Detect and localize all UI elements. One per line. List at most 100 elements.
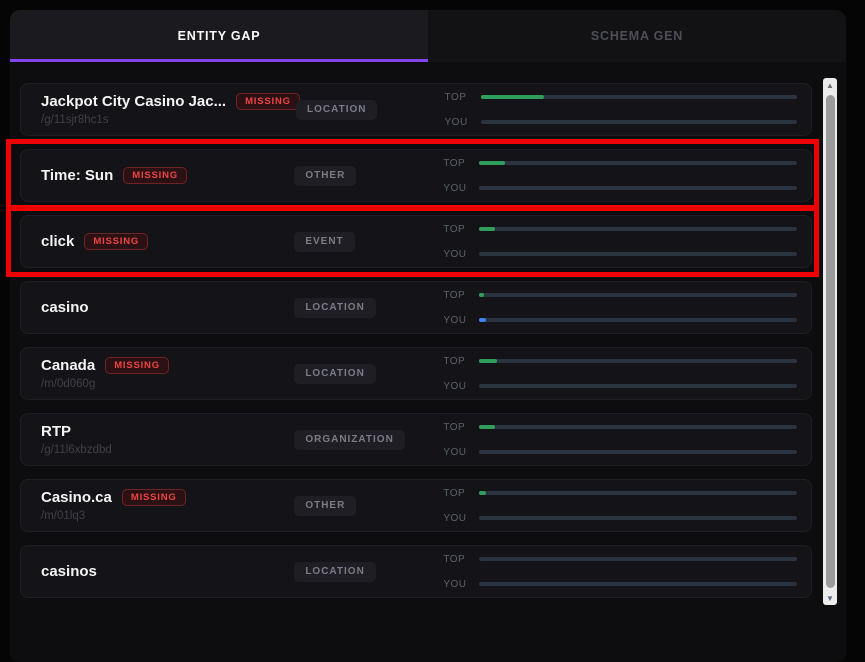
entity-row[interactable]: Jackpot City Casino Jac... MISSING /g/11…	[20, 83, 812, 136]
entity-type-tag: OTHER	[294, 166, 357, 186]
entity-name: Canada	[41, 357, 96, 374]
entity-id: /g/11sjr8hc1s	[41, 114, 109, 127]
entity-name: casinos	[41, 563, 97, 580]
entity-name: Casino.ca	[41, 489, 112, 506]
you-progress-bar	[479, 582, 797, 586]
entity-row-wrap: casino LOCATION TOP YOU	[20, 281, 812, 334]
scroll-down-arrow-icon[interactable]: ▼	[826, 593, 834, 603]
top-bar-label: TOP	[443, 289, 466, 301]
you-bar-label: YOU	[443, 512, 467, 524]
you-bar-label: YOU	[444, 116, 468, 128]
entity-row-wrap: Canada MISSING /m/0d060g LOCATION TOP YO…	[20, 347, 812, 400]
entity-row-wrap: Jackpot City Casino Jac... MISSING /g/11…	[20, 83, 812, 136]
entity-info: casinos	[41, 563, 294, 580]
scrollbar[interactable]: ▲ ▼	[823, 78, 837, 605]
bars-section: TOP YOU	[443, 158, 797, 194]
you-progress-bar	[479, 252, 797, 256]
entity-name: casino	[41, 299, 89, 316]
top-progress-bar	[479, 359, 797, 363]
top-progress-fill	[479, 227, 496, 231]
top-progress-fill	[480, 95, 544, 99]
bars-section: TOP YOU	[443, 224, 797, 260]
bars-section: TOP YOU	[445, 92, 797, 128]
you-bar-label: YOU	[443, 380, 467, 392]
entity-name: Jackpot City Casino Jac...	[41, 93, 227, 110]
top-bar-label: TOP	[443, 553, 466, 565]
tab-bar: ENTITY GAP SCHEMA GEN	[10, 10, 846, 62]
missing-badge: MISSING	[123, 166, 187, 185]
entity-name: RTP	[41, 423, 71, 440]
entity-info: Jackpot City Casino Jac... MISSING /g/11…	[41, 92, 300, 127]
top-bar-label: TOP	[443, 355, 466, 367]
tab-schema-gen[interactable]: SCHEMA GEN	[428, 10, 846, 62]
entity-row[interactable]: casinos LOCATION TOP YOU	[20, 545, 812, 598]
you-bar-label: YOU	[443, 446, 467, 458]
scrollbar-thumb[interactable]	[825, 95, 835, 588]
you-progress-bar	[479, 384, 797, 388]
entity-info: click MISSING	[41, 232, 294, 251]
you-progress-bar	[479, 318, 797, 322]
you-progress-bar	[479, 186, 797, 190]
entity-type-tag: LOCATION	[296, 100, 378, 120]
entity-row-wrap: RTP /g/11l6xbzdbd ORGANIZATION TOP YOU	[20, 413, 812, 466]
missing-badge: MISSING	[236, 92, 300, 111]
top-progress-bar	[479, 425, 797, 429]
entity-row[interactable]: casino LOCATION TOP YOU	[20, 281, 812, 334]
top-progress-bar	[479, 227, 797, 231]
missing-badge: MISSING	[84, 232, 149, 251]
entity-id: /g/11l6xbzdbd	[41, 444, 112, 456]
entity-row[interactable]: Time: Sun MISSING OTHER TOP YOU	[20, 149, 812, 202]
entity-row[interactable]: Casino.ca MISSING /m/01lq3 OTHER TOP YOU	[20, 479, 812, 532]
entity-row-wrap: Time: Sun MISSING OTHER TOP YOU	[6, 139, 819, 211]
you-progress-fill	[479, 318, 486, 322]
bars-section: TOP YOU	[443, 488, 797, 524]
missing-badge: MISSING	[105, 356, 169, 375]
top-progress-fill	[479, 491, 486, 495]
top-bar-label: TOP	[444, 91, 467, 103]
entity-type-tag: LOCATION	[294, 364, 376, 384]
top-progress-bar	[480, 95, 797, 99]
entity-info: Casino.ca MISSING /m/01lq3	[41, 488, 294, 522]
entity-row[interactable]: Canada MISSING /m/0d060g LOCATION TOP YO…	[20, 347, 812, 400]
top-progress-bar	[479, 161, 797, 165]
entity-info: casino	[41, 299, 294, 316]
you-bar-label: YOU	[443, 248, 467, 260]
top-progress-fill	[479, 161, 505, 165]
entity-list: Jackpot City Casino Jac... MISSING /g/11…	[6, 83, 819, 611]
entity-row-wrap: click MISSING EVENT TOP YOU	[6, 205, 819, 277]
entity-id: /m/0d060g	[41, 378, 96, 391]
top-progress-bar	[479, 293, 797, 297]
bars-section: TOP YOU	[443, 356, 797, 392]
entity-type-tag: LOCATION	[294, 298, 376, 318]
you-progress-bar	[480, 120, 797, 124]
top-progress-fill	[479, 425, 496, 429]
top-bar-label: TOP	[443, 487, 466, 499]
entity-name: click	[41, 233, 75, 250]
bars-section: TOP YOU	[443, 290, 797, 326]
bars-section: TOP YOU	[443, 554, 797, 590]
top-progress-bar	[479, 557, 797, 561]
you-bar-label: YOU	[443, 578, 467, 590]
top-progress-fill	[479, 359, 497, 363]
entity-row-wrap: Casino.ca MISSING /m/01lq3 OTHER TOP YOU	[20, 479, 812, 532]
top-progress-bar	[479, 491, 797, 495]
tab-entity-gap[interactable]: ENTITY GAP	[10, 10, 428, 62]
top-progress-fill	[479, 293, 485, 297]
entity-row-wrap: casinos LOCATION TOP YOU	[20, 545, 812, 598]
top-bar-label: TOP	[443, 223, 466, 235]
you-progress-bar	[479, 450, 797, 454]
missing-badge: MISSING	[121, 488, 186, 507]
you-progress-bar	[479, 516, 797, 520]
entity-info: Time: Sun MISSING	[41, 166, 294, 185]
entity-info: Canada MISSING /m/0d060g	[41, 356, 294, 391]
entity-type-tag: LOCATION	[294, 562, 376, 582]
entity-type-tag: ORGANIZATION	[294, 430, 405, 450]
top-bar-label: TOP	[443, 157, 466, 169]
entity-row[interactable]: RTP /g/11l6xbzdbd ORGANIZATION TOP YOU	[20, 413, 812, 466]
entity-row[interactable]: click MISSING EVENT TOP YOU	[20, 215, 812, 268]
top-bar-label: TOP	[443, 421, 466, 433]
scroll-up-arrow-icon[interactable]: ▲	[826, 80, 834, 90]
entity-type-tag: EVENT	[294, 232, 355, 252]
you-bar-label: YOU	[443, 182, 467, 194]
entity-name: Time: Sun	[41, 167, 114, 184]
